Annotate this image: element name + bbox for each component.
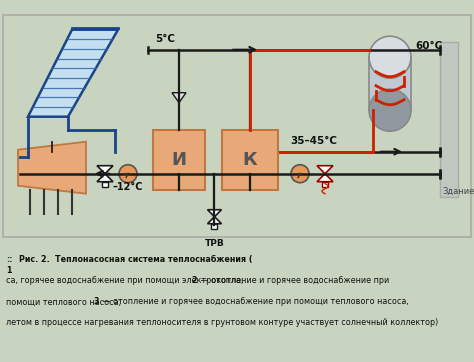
Text: И: И <box>172 151 186 169</box>
Text: Рис. 2.: Рис. 2. <box>19 256 53 265</box>
Bar <box>222 130 278 190</box>
Polygon shape <box>18 142 86 194</box>
Circle shape <box>119 165 137 183</box>
Text: 2: 2 <box>191 277 197 286</box>
Polygon shape <box>97 166 113 174</box>
Polygon shape <box>208 210 221 217</box>
Text: 60°C: 60°C <box>415 41 442 51</box>
Bar <box>369 57 411 110</box>
Text: 1: 1 <box>6 266 12 275</box>
Text: ::: :: <box>6 256 13 265</box>
Text: К: К <box>243 151 257 169</box>
Text: летом в процессе нагревания теплоносителя в грунтовом контуре участвует солнечны: летом в процессе нагревания теплоносител… <box>6 319 438 328</box>
Bar <box>322 182 328 187</box>
Polygon shape <box>208 217 221 224</box>
Bar <box>102 182 108 187</box>
Polygon shape <box>317 174 333 182</box>
Ellipse shape <box>369 89 411 131</box>
Polygon shape <box>172 93 186 103</box>
Text: 3: 3 <box>94 298 100 307</box>
Text: Теплонасосная система теплоснабжения (: Теплонасосная система теплоснабжения ( <box>55 256 252 265</box>
Text: — отопление и горячее водоснабжение при помощи теплового насоса,: — отопление и горячее водоснабжение при … <box>100 298 409 307</box>
Text: Здание: Здание <box>442 187 474 196</box>
Polygon shape <box>97 174 113 182</box>
Polygon shape <box>317 166 333 174</box>
Bar <box>440 42 458 197</box>
Text: — отопление и горячее водоснабжение при: — отопление и горячее водоснабжение при <box>198 277 389 286</box>
Circle shape <box>291 165 309 183</box>
Ellipse shape <box>369 36 411 78</box>
Text: –12°C: –12°C <box>113 182 144 192</box>
Text: са, горячее водоснабжение при помощи электрокотла;: са, горячее водоснабжение при помощи эле… <box>6 277 246 286</box>
Text: ТРВ: ТРВ <box>205 239 224 248</box>
Text: помощи теплового насоса;: помощи теплового насоса; <box>6 298 124 307</box>
Text: 5°C: 5°C <box>155 34 175 44</box>
Text: 35–45°C: 35–45°C <box>290 136 337 146</box>
Polygon shape <box>28 30 118 117</box>
Bar <box>153 130 205 190</box>
Bar <box>211 224 218 229</box>
